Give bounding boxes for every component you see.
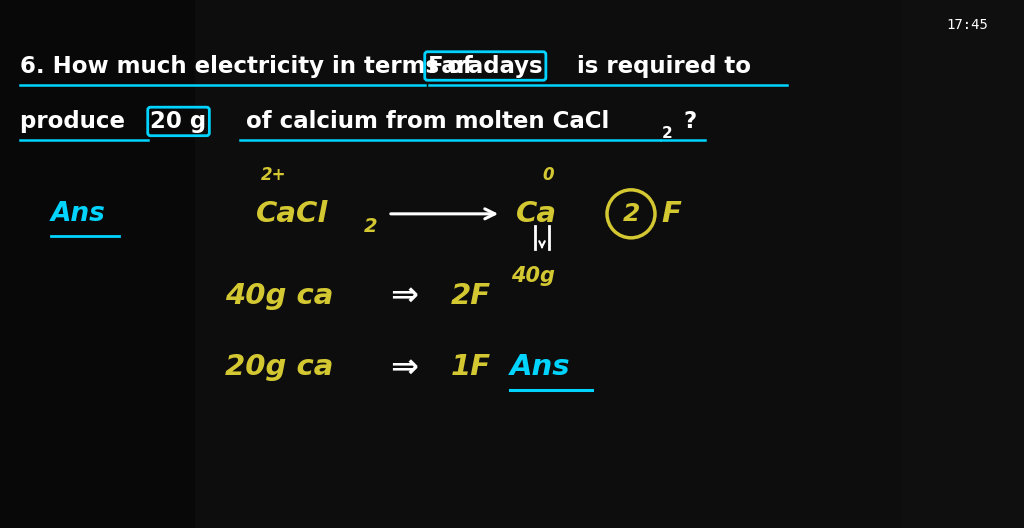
Text: is required to: is required to	[569, 54, 752, 78]
Text: 6. How much electricity in terms of: 6. How much electricity in terms of	[20, 54, 481, 78]
Text: ⇒: ⇒	[390, 351, 418, 383]
Text: 2+: 2+	[261, 166, 287, 184]
Text: 17:45: 17:45	[946, 18, 988, 33]
Text: 2: 2	[364, 218, 378, 237]
Text: 20g ca: 20g ca	[225, 353, 334, 381]
Text: CaCl: CaCl	[256, 200, 329, 228]
Text: 20 g: 20 g	[151, 110, 207, 133]
Text: produce: produce	[20, 110, 133, 133]
Text: 2: 2	[662, 126, 672, 141]
Text: ?: ?	[683, 110, 696, 133]
Text: Ans: Ans	[51, 201, 106, 227]
Text: 40g ca: 40g ca	[225, 281, 334, 310]
Text: 40g: 40g	[511, 266, 555, 286]
Bar	[901, 0, 1024, 528]
Text: 2: 2	[623, 202, 640, 226]
Text: F: F	[662, 200, 681, 228]
Text: 2F: 2F	[451, 281, 490, 310]
Text: ⇒: ⇒	[390, 279, 418, 312]
Text: Ans: Ans	[510, 353, 571, 381]
Bar	[0, 0, 195, 528]
Text: Ca: Ca	[516, 200, 557, 228]
Text: Faradays: Faradays	[427, 54, 543, 78]
Text: 0: 0	[542, 166, 554, 184]
Text: of calcium from molten CaCl: of calcium from molten CaCl	[239, 110, 609, 133]
Text: 1F: 1F	[451, 353, 490, 381]
